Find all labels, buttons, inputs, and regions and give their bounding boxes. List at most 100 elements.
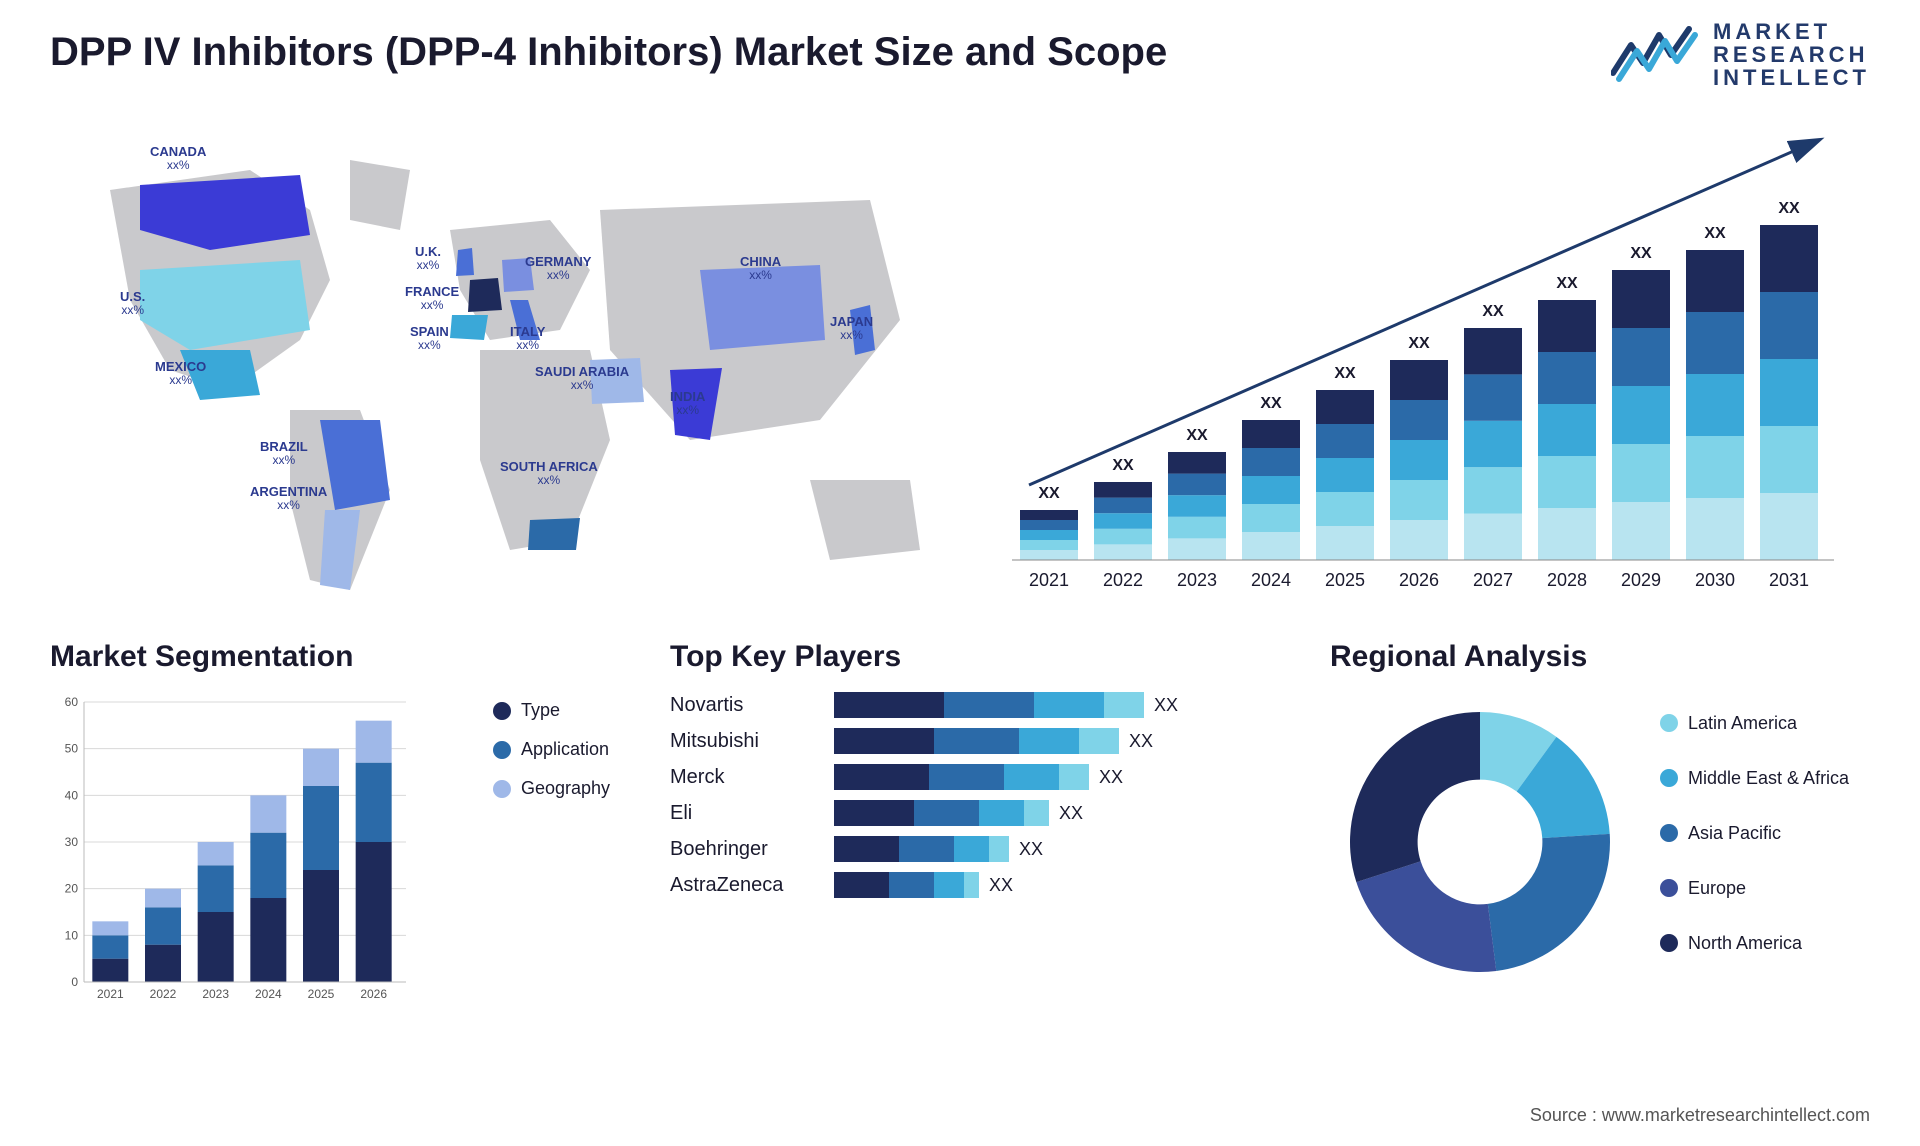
player-bar-segment — [1104, 692, 1144, 718]
logo-text-line3: INTELLECT — [1713, 66, 1870, 89]
legend-label: Application — [521, 739, 609, 760]
players-panel: Top Key Players NovartisXXMitsubishiXXMe… — [670, 640, 1290, 1070]
player-bar — [834, 728, 1119, 754]
legend-label: Type — [521, 700, 560, 721]
growth-bar-segment — [1538, 404, 1596, 456]
seg-bar-segment — [356, 842, 392, 982]
logo-text: MARKET RESEARCH INTELLECT — [1713, 20, 1870, 89]
country-label: JAPANxx% — [830, 315, 873, 342]
svg-text:0: 0 — [71, 975, 78, 989]
growth-bar-segment — [1538, 508, 1596, 560]
growth-bar-segment — [1390, 480, 1448, 520]
legend-item: Asia Pacific — [1660, 823, 1849, 844]
growth-bar-segment — [1538, 300, 1596, 352]
regional-panel: Regional Analysis Latin AmericaMiddle Ea… — [1330, 640, 1870, 1070]
growth-bar-segment — [1760, 225, 1818, 292]
seg-bar-segment — [145, 945, 181, 982]
growth-bar-value: XX — [1260, 395, 1282, 412]
growth-year-label: 2027 — [1473, 570, 1513, 590]
regional-donut-wrap — [1330, 692, 1630, 992]
growth-bar-segment — [1020, 550, 1078, 560]
growth-bar-value: XX — [1112, 457, 1134, 474]
growth-bar-segment — [1760, 292, 1818, 359]
player-value: XX — [1059, 803, 1083, 824]
seg-bar-segment — [145, 889, 181, 908]
player-bar-segment — [1034, 692, 1104, 718]
growth-bar-segment — [1760, 359, 1818, 426]
player-bar-segment — [1079, 728, 1119, 754]
seg-bar-segment — [198, 865, 234, 912]
growth-bar-segment — [1316, 458, 1374, 492]
growth-chart-panel: XX2021XX2022XX2023XX2024XX2025XX2026XX20… — [990, 130, 1870, 620]
legend-label: Latin America — [1688, 713, 1797, 734]
growth-bar-segment — [1316, 390, 1374, 424]
growth-bar-segment — [1464, 374, 1522, 420]
player-bar-segment — [899, 836, 954, 862]
growth-year-label: 2030 — [1695, 570, 1735, 590]
growth-bar-segment — [1686, 436, 1744, 498]
growth-bar-segment — [1168, 517, 1226, 539]
growth-bar-segment — [1242, 504, 1300, 532]
country-label: BRAZILxx% — [260, 440, 308, 467]
svg-text:2021: 2021 — [97, 987, 124, 1001]
growth-year-label: 2028 — [1547, 570, 1587, 590]
player-bar-segment — [889, 872, 934, 898]
growth-bar-segment — [1390, 520, 1448, 560]
legend-item: Europe — [1660, 878, 1849, 899]
growth-bar-segment — [1686, 312, 1744, 374]
growth-bar-segment — [1094, 498, 1152, 514]
growth-bar-segment — [1242, 420, 1300, 448]
legend-item: Geography — [493, 778, 610, 799]
growth-bar-segment — [1094, 482, 1152, 498]
growth-bar-value: XX — [1186, 427, 1208, 444]
player-row: NovartisXX — [670, 692, 1290, 718]
donut-slice — [1356, 861, 1496, 972]
player-bar-segment — [929, 764, 1004, 790]
legend-swatch-icon — [1660, 769, 1678, 787]
seg-bar-segment — [250, 795, 286, 832]
seg-bar-segment — [303, 870, 339, 982]
growth-bar-segment — [1020, 530, 1078, 540]
country-label: GERMANYxx% — [525, 255, 591, 282]
player-bar-segment — [1004, 764, 1059, 790]
brand-logo: MARKET RESEARCH INTELLECT — [1611, 20, 1870, 89]
players-title: Top Key Players — [670, 640, 1290, 674]
legend-item: Middle East & Africa — [1660, 768, 1849, 789]
seg-bar-segment — [92, 959, 128, 982]
seg-bar-segment — [198, 912, 234, 982]
growth-bar-segment — [1612, 386, 1670, 444]
growth-bar-segment — [1020, 520, 1078, 530]
page-title: DPP IV Inhibitors (DPP-4 Inhibitors) Mar… — [50, 30, 1167, 75]
country-label: SOUTH AFRICAxx% — [500, 460, 598, 487]
country-label: SPAINxx% — [410, 325, 449, 352]
growth-bar-segment — [1316, 424, 1374, 458]
player-name: Novartis — [670, 694, 820, 717]
growth-bar-value: XX — [1408, 335, 1430, 352]
player-row: EliXX — [670, 800, 1290, 826]
growth-bar-segment — [1760, 493, 1818, 560]
player-bar-segment — [834, 764, 929, 790]
growth-bar-segment — [1020, 510, 1078, 520]
player-bar — [834, 872, 979, 898]
legend-label: Geography — [521, 778, 610, 799]
growth-year-label: 2023 — [1177, 570, 1217, 590]
growth-bar-segment — [1390, 360, 1448, 400]
growth-bar-segment — [1168, 495, 1226, 517]
growth-year-label: 2024 — [1251, 570, 1291, 590]
seg-bar-segment — [303, 749, 339, 786]
players-list: NovartisXXMitsubishiXXMerckXXEliXXBoehri… — [670, 692, 1290, 898]
country-label: ARGENTINAxx% — [250, 485, 327, 512]
country-label: U.S.xx% — [120, 290, 145, 317]
growth-bar-segment — [1464, 467, 1522, 513]
segmentation-title: Market Segmentation — [50, 640, 630, 674]
growth-bar-segment — [1094, 529, 1152, 545]
growth-bar-segment — [1464, 514, 1522, 560]
player-bar-segment — [1059, 764, 1089, 790]
player-bar — [834, 836, 1009, 862]
player-row: BoehringerXX — [670, 836, 1290, 862]
player-name: Mitsubishi — [670, 730, 820, 753]
legend-item: North America — [1660, 933, 1849, 954]
player-name: Merck — [670, 766, 820, 789]
player-value: XX — [1129, 731, 1153, 752]
player-row: Mitsubishi XX — [670, 728, 1290, 754]
